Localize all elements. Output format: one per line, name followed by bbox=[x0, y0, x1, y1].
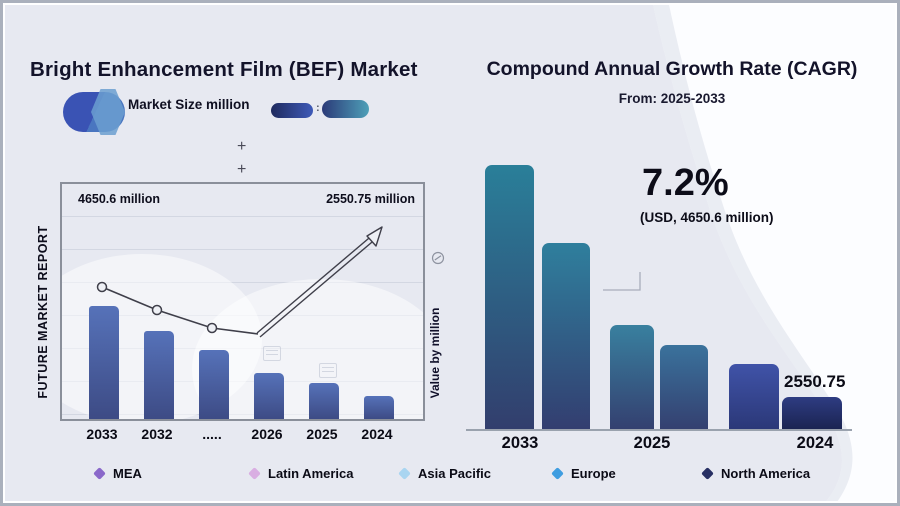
line-marker-dot bbox=[206, 322, 218, 334]
cagr-x-label: 2033 bbox=[501, 434, 539, 452]
market-x-label: 2033 bbox=[86, 426, 118, 442]
market-bar-2025 bbox=[309, 383, 339, 419]
legend-item-asia-pacific: Asia Pacific bbox=[398, 463, 491, 483]
legend-label: Europe bbox=[571, 465, 616, 481]
legend-label: MEA bbox=[113, 465, 142, 481]
market-bar-2024 bbox=[364, 396, 394, 419]
legend-diamond-icon bbox=[93, 466, 106, 480]
trend-line-overlay bbox=[96, 226, 383, 338]
cagr-bar-2025 bbox=[660, 345, 708, 429]
cagr-x-label: 2024 bbox=[796, 434, 834, 452]
market-bar-2033 bbox=[89, 306, 119, 419]
cagr-chart: 2033 2025 2024 bbox=[466, 165, 860, 452]
circle-slash-icon bbox=[431, 251, 445, 265]
value-by-million-label: Value by million bbox=[428, 307, 442, 399]
legend-label: North America bbox=[721, 465, 811, 481]
legend-item-latin-america: Latin America bbox=[248, 463, 354, 483]
market-bars bbox=[62, 184, 423, 419]
watermark-table-icon bbox=[263, 346, 281, 361]
page-title: Bright Enhancement Film (BEF) Market bbox=[30, 58, 418, 81]
market-x-label: 2025 bbox=[306, 426, 338, 442]
market-x-label: 2024 bbox=[361, 426, 393, 442]
market-bar-..... bbox=[199, 350, 229, 419]
market-chart-plot-area: 4650.6 million 2550.75 million bbox=[60, 182, 425, 421]
legend-diamond-icon bbox=[248, 466, 261, 480]
legend-diamond-icon bbox=[398, 466, 411, 480]
plus-icon: + bbox=[237, 138, 247, 155]
market-size-label: Market Size million bbox=[128, 97, 250, 112]
cagr-x-axis: 2033 2025 2024 bbox=[470, 165, 860, 452]
cagr-title: Compound Annual Growth Rate (CAGR) bbox=[486, 58, 858, 80]
watermark-table-icon bbox=[319, 363, 337, 378]
cagr-baseline bbox=[466, 429, 852, 431]
cagr-value: 7.2% bbox=[642, 162, 729, 204]
line-marker-dot bbox=[151, 304, 163, 316]
plus-icon: + bbox=[237, 161, 247, 178]
market-x-label: 2032 bbox=[141, 426, 173, 442]
ratio-separator: : bbox=[316, 102, 320, 114]
ratio-pill-left-icon bbox=[271, 103, 313, 118]
line-marker-dot bbox=[96, 281, 108, 293]
legend-item-north-america: North America bbox=[701, 463, 811, 483]
legend-item-europe: Europe bbox=[551, 463, 616, 483]
cagr-subtitle: From: 2025-2033 bbox=[618, 91, 726, 106]
corner-bracket-icon bbox=[603, 272, 641, 291]
cagr-x-label: 2025 bbox=[633, 434, 671, 452]
region-legend: MEA Latin America Asia Pacific Europe North … bbox=[0, 463, 900, 487]
cagr-bar-2024 bbox=[782, 397, 842, 429]
market-x-label: ..... bbox=[202, 426, 222, 442]
market-bar-2032 bbox=[144, 331, 174, 419]
market-bar-2026 bbox=[254, 373, 284, 419]
legend-diamond-icon bbox=[551, 466, 564, 480]
legend-label: Asia Pacific bbox=[418, 465, 491, 481]
market-x-label: 2026 bbox=[251, 426, 283, 442]
value-annotation-right: 2550.75 million bbox=[326, 192, 415, 206]
value-annotation-left: 4650.6 million bbox=[78, 192, 160, 206]
cagr-header: Compound Annual Growth Rate (CAGR) From:… bbox=[452, 58, 892, 106]
cagr-bar-2033 bbox=[485, 165, 534, 429]
cagr-bar-2024 bbox=[729, 364, 779, 429]
brand-logo-icon bbox=[63, 89, 125, 135]
cagr-bar-2033 bbox=[542, 243, 590, 429]
cagr-usd-note: (USD, 4650.6 million) bbox=[640, 210, 774, 225]
legend-diamond-icon bbox=[701, 466, 714, 480]
cagr-bars bbox=[470, 165, 860, 429]
legend-label: Latin America bbox=[268, 465, 354, 481]
trend-arrow-icon bbox=[366, 226, 383, 247]
ratio-pill-right-icon bbox=[322, 100, 369, 118]
cagr-bar-2025 bbox=[610, 325, 654, 429]
legend-item-mea: MEA bbox=[93, 463, 142, 483]
future-market-report-label: FUTURE MARKET REPORT bbox=[36, 225, 50, 399]
cagr-2024-annotation: 2550.75 bbox=[784, 372, 846, 391]
